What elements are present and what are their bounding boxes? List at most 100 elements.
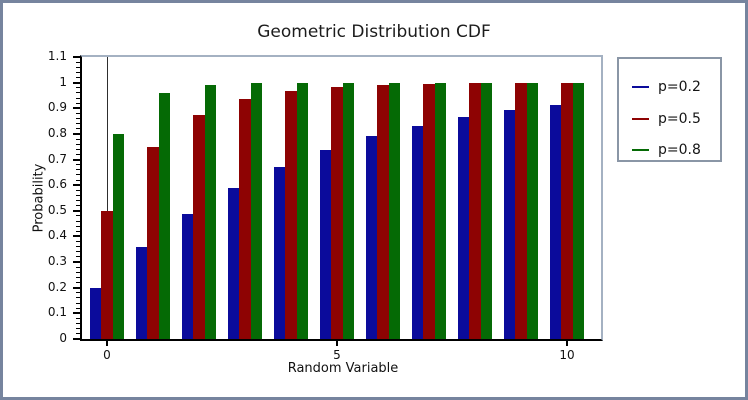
y-minor-tick bbox=[76, 123, 80, 125]
y-minor-tick bbox=[76, 61, 80, 63]
y-tick-label: 0.9 bbox=[47, 100, 67, 115]
y-minor-tick bbox=[76, 292, 80, 294]
bar-p=0.8-x10 bbox=[572, 82, 585, 339]
bar-p=0.2-x1 bbox=[135, 246, 148, 339]
y-minor-tick bbox=[76, 220, 80, 222]
y-tick-label: 0.5 bbox=[47, 202, 67, 217]
y-tick bbox=[73, 286, 80, 289]
figure-canvas: Geometric Distribution CDF Probability R… bbox=[3, 3, 745, 397]
y-tick bbox=[73, 261, 80, 264]
x-tick-label: 5 bbox=[333, 348, 341, 362]
bar-p=0.2-x2 bbox=[181, 213, 194, 339]
bar-p=0.8-x0 bbox=[112, 133, 125, 339]
legend-line-marker bbox=[632, 149, 649, 152]
y-minor-tick bbox=[76, 71, 80, 73]
legend-entry-p=0.8: p=0.8 bbox=[632, 140, 720, 160]
y-minor-tick bbox=[76, 92, 80, 94]
y-minor-tick bbox=[76, 200, 80, 202]
y-minor-tick bbox=[76, 271, 80, 273]
y-tick-label: 0.3 bbox=[47, 254, 67, 269]
y-minor-tick bbox=[76, 87, 80, 89]
y-minor-tick bbox=[76, 138, 80, 140]
y-minor-tick bbox=[76, 169, 80, 171]
y-minor-tick bbox=[76, 333, 80, 335]
y-tick-label: 0.1 bbox=[47, 305, 67, 320]
bar-p=0.2-x10 bbox=[549, 104, 562, 339]
x-tick-label: 10 bbox=[559, 348, 575, 362]
y-minor-tick bbox=[76, 153, 80, 155]
bar-p=0.2-x4 bbox=[273, 166, 286, 339]
y-tick-label: 1.1 bbox=[47, 49, 67, 63]
bar-p=0.5-x8 bbox=[469, 83, 481, 339]
y-tick-label: 0.6 bbox=[47, 177, 67, 192]
bar-p=0.8-x7 bbox=[434, 82, 447, 339]
bar-p=0.8-x3 bbox=[250, 83, 263, 339]
y-tick-label: 1 bbox=[59, 74, 67, 89]
y-minor-tick bbox=[76, 317, 80, 319]
y-minor-tick bbox=[76, 179, 80, 181]
y-tick bbox=[73, 338, 80, 340]
y-minor-tick bbox=[76, 282, 80, 284]
bar-p=0.5-x0 bbox=[101, 210, 113, 339]
bar-p=0.8-x8 bbox=[480, 82, 493, 339]
bar-p=0.2-x7 bbox=[411, 125, 424, 339]
y-minor-tick bbox=[76, 194, 80, 196]
y-minor-tick bbox=[76, 266, 80, 268]
legend-label: p=0.8 bbox=[658, 142, 701, 159]
y-tick-label: 0.4 bbox=[47, 228, 67, 243]
y-minor-tick bbox=[76, 251, 80, 253]
legend-label: p=0.5 bbox=[658, 110, 701, 127]
y-minor-tick bbox=[76, 215, 80, 217]
y-tick bbox=[73, 132, 80, 135]
bar-p=0.2-x5 bbox=[319, 149, 332, 339]
y-minor-tick bbox=[76, 302, 80, 304]
legend-entry-p=0.2: p=0.2 bbox=[632, 77, 720, 97]
bar-p=0.8-x4 bbox=[296, 82, 309, 339]
y-minor-tick bbox=[76, 66, 80, 68]
bar-p=0.5-x6 bbox=[377, 84, 389, 339]
y-tick bbox=[73, 235, 80, 238]
y-tick-label: 0.8 bbox=[47, 125, 67, 140]
x-tick bbox=[566, 341, 568, 346]
y-tick bbox=[73, 107, 80, 110]
bar-p=0.5-x10 bbox=[561, 82, 573, 339]
bar-p=0.5-x3 bbox=[239, 98, 251, 339]
y-tick-label: 0 bbox=[59, 331, 67, 345]
y-minor-tick bbox=[76, 97, 80, 99]
y-minor-tick bbox=[76, 323, 80, 325]
y-minor-tick bbox=[76, 148, 80, 150]
y-tick bbox=[73, 209, 80, 212]
legend-entry-p=0.5: p=0.5 bbox=[632, 109, 720, 129]
y-minor-tick bbox=[76, 102, 80, 104]
legend-label: p=0.2 bbox=[658, 78, 701, 95]
y-minor-tick bbox=[76, 143, 80, 145]
y-minor-tick bbox=[76, 112, 80, 114]
x-tick bbox=[336, 341, 338, 346]
y-tick-label: 0.7 bbox=[47, 151, 67, 166]
x-axis-label: Random Variable bbox=[287, 361, 399, 376]
legend-line-marker bbox=[632, 117, 649, 120]
y-minor-tick bbox=[76, 256, 80, 258]
y-minor-tick bbox=[76, 276, 80, 278]
bar-p=0.8-x2 bbox=[204, 84, 217, 339]
bar-p=0.5-x1 bbox=[147, 146, 159, 339]
y-minor-tick bbox=[76, 225, 80, 227]
y-minor-tick bbox=[76, 297, 80, 299]
y-tick bbox=[73, 158, 80, 161]
y-minor-tick bbox=[76, 128, 80, 130]
x-tick bbox=[106, 341, 108, 346]
bar-p=0.5-x7 bbox=[423, 83, 435, 339]
legend: p=0.2 p=0.5 p=0.8 bbox=[617, 57, 722, 162]
bar-p=0.2-x9 bbox=[503, 110, 516, 339]
y-minor-tick bbox=[76, 230, 80, 232]
bar-p=0.5-x9 bbox=[515, 82, 527, 339]
bar-p=0.8-x5 bbox=[342, 82, 355, 339]
legend-line-marker bbox=[632, 85, 649, 88]
chart-title: Geometric Distribution CDF bbox=[257, 22, 491, 42]
bar-p=0.2-x6 bbox=[365, 136, 378, 339]
y-minor-tick bbox=[76, 246, 80, 248]
y-minor-tick bbox=[76, 118, 80, 120]
bar-p=0.5-x5 bbox=[331, 86, 343, 339]
y-tick-label: 0.2 bbox=[47, 279, 67, 294]
